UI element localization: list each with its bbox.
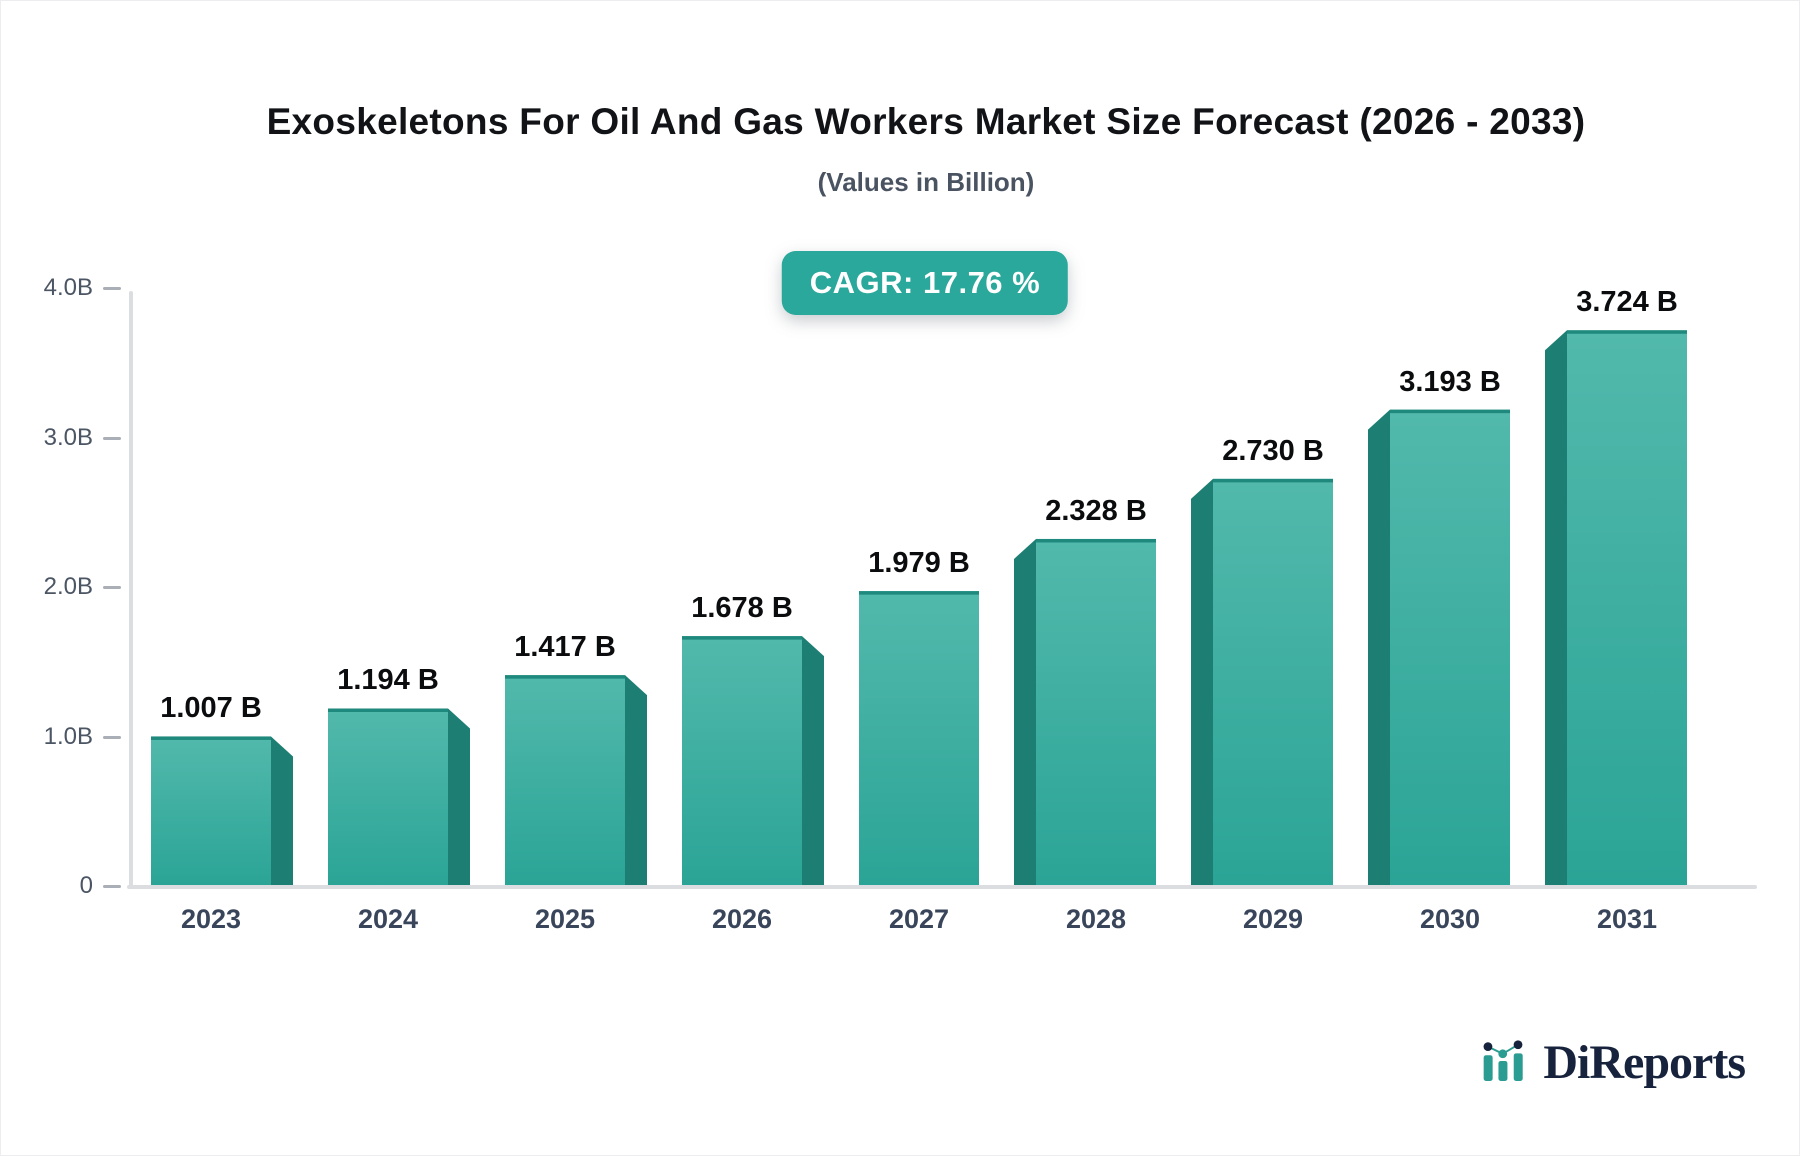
y-tick	[103, 586, 121, 589]
cagr-badge: CAGR: 17.76 %	[781, 251, 1069, 315]
x-tick-label: 2024	[357, 904, 419, 934]
bar-2024	[328, 708, 470, 887]
bar-2025	[505, 675, 647, 887]
mini-bar-chart-icon	[1483, 1040, 1524, 1081]
y-tick-label: 3.0B	[43, 423, 93, 451]
x-tick-label: 2030	[1419, 904, 1481, 934]
bar-value-label: 1.417 B	[514, 631, 616, 664]
y-tick-label: 4.0B	[43, 274, 93, 301]
x-tick-label: 2023	[180, 904, 242, 934]
x-tick-label: 2031	[1596, 904, 1658, 934]
x-tick-label: 2028	[1065, 904, 1127, 934]
y-axis-line	[129, 291, 133, 887]
y-tick-label: 0	[79, 872, 93, 899]
bar-value-label: 2.730 B	[1222, 434, 1324, 467]
bar-value-label: 1.678 B	[691, 592, 793, 625]
x-tick-label: 2029	[1242, 904, 1304, 934]
bar-2026	[682, 636, 824, 887]
bar-value-label: 1.194 B	[337, 664, 439, 697]
bar-value-label: 3.193 B	[1399, 365, 1501, 398]
bar-value-label: 2.328 B	[1045, 494, 1147, 527]
chart-subtitle: (Values in Billion)	[817, 167, 1035, 197]
y-tick-label: 2.0B	[43, 573, 93, 600]
bar-2028	[1014, 538, 1156, 887]
bar-2027	[859, 591, 979, 887]
bar-value-label: 1.007 B	[160, 692, 262, 725]
bar-2030	[1368, 409, 1510, 887]
bar-2023	[151, 736, 293, 887]
y-tick	[103, 436, 121, 440]
cagr-badge-label: CAGR: 17.76 %	[809, 265, 1041, 300]
bar-value-label: 3.724 B	[1576, 286, 1678, 319]
x-tick-label: 2027	[888, 904, 950, 934]
direports-logo: DiReports	[1481, 1036, 1746, 1089]
bar-2031	[1545, 330, 1687, 888]
bar-2029	[1191, 478, 1333, 887]
x-tick-label: 2026	[711, 904, 773, 934]
y-tick	[103, 885, 121, 888]
y-tick	[103, 287, 121, 290]
x-axis-line	[127, 885, 1757, 889]
y-tick-label: 1.0B	[43, 722, 93, 750]
bar-value-label: 1.979 B	[868, 547, 970, 580]
chart-title: Exoskeletons For Oil And Gas Workers Mar…	[266, 101, 1586, 142]
y-tick	[103, 735, 121, 739]
logo-text: DiReports	[1543, 1036, 1746, 1089]
x-tick-label: 2025	[534, 904, 596, 934]
